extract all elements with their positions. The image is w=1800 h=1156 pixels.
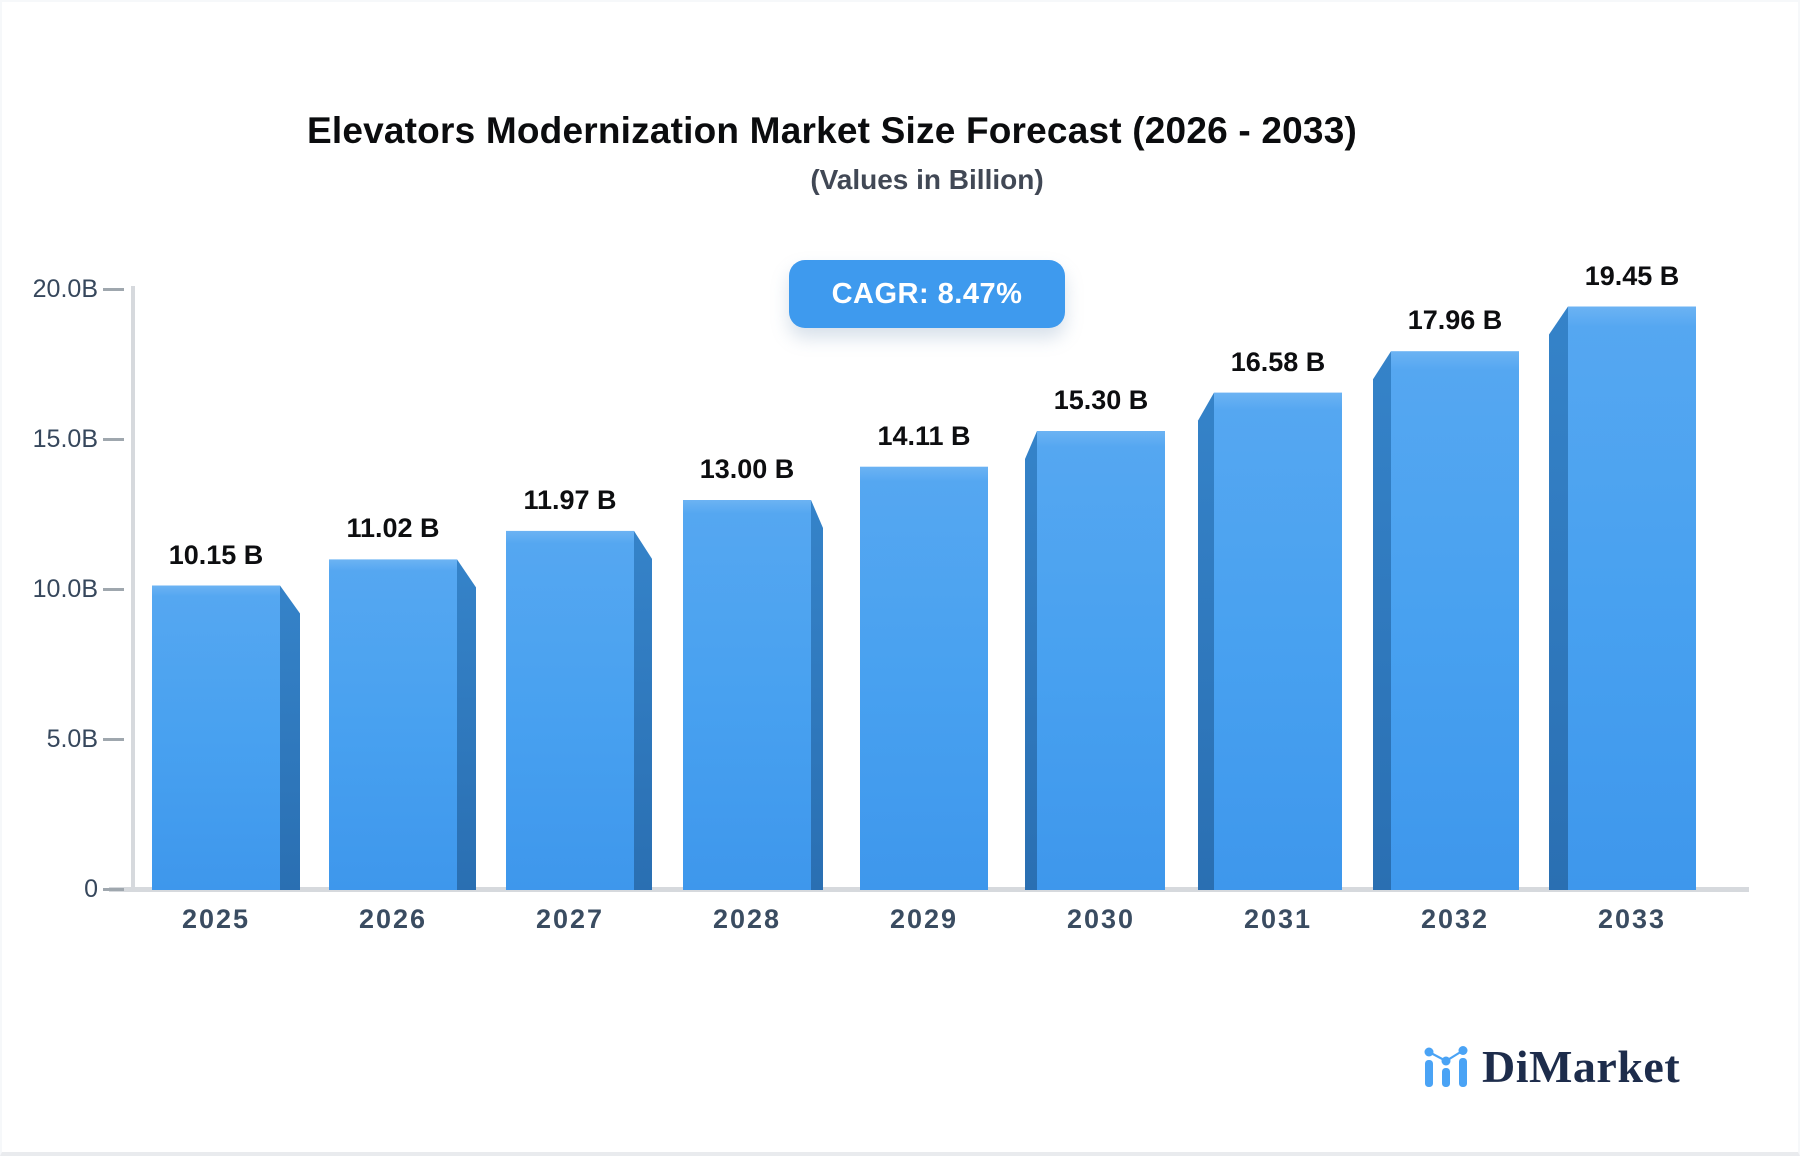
bar-value-label: 10.15 B [168, 539, 264, 570]
bar-side-face [280, 585, 300, 890]
bar-2026 [329, 559, 476, 890]
bar-front-face [329, 559, 457, 890]
y-tick-dash [103, 888, 124, 891]
bar-value-label: 11.02 B [346, 513, 440, 544]
bar-side-face [457, 559, 476, 890]
bar-value-label: 13.00 B [699, 454, 795, 484]
y-tick-label: 20.0B [32, 275, 98, 303]
bar-side-face [1549, 306, 1568, 890]
bar-front-face [1391, 351, 1519, 890]
x-category-label: 2031 [1243, 904, 1313, 934]
x-category-label: 2028 [712, 904, 782, 934]
bar-value-label: 14.11 B [877, 420, 971, 451]
bar-front-face [683, 500, 811, 890]
brand-logo: DiMarket [1422, 1042, 1680, 1090]
bar-value-label: 19.45 B [1584, 260, 1680, 291]
bar-2027 [506, 530, 652, 890]
y-tick-label: 0 [84, 875, 98, 903]
x-category-label: 2032 [1420, 904, 1490, 934]
bar-side-face [811, 500, 823, 890]
bar-front-face [1037, 431, 1165, 890]
cagr-badge: CAGR: 8.47% [789, 260, 1065, 328]
bar-2025 [152, 585, 300, 890]
chart-title: Elevators Modernization Market Size Fore… [306, 110, 1358, 151]
bar-side-face [634, 530, 652, 890]
y-tick-label: 10.0B [32, 575, 98, 603]
x-category-label: 2026 [358, 904, 428, 934]
y-tick-label: 5.0B [46, 725, 98, 753]
bar-side-face [1198, 392, 1214, 890]
bar-value-label: 15.30 B [1053, 385, 1149, 415]
bar-2028 [683, 500, 823, 890]
bar-value-label: 16.58 B [1230, 346, 1326, 377]
chart-subtitle: (Values in Billion) [810, 164, 1044, 195]
x-category-label: 2033 [1597, 904, 1667, 934]
brand-name: DiMarket [1482, 1041, 1681, 1092]
x-category-label: 2027 [535, 904, 605, 934]
bar-front-face [860, 466, 988, 890]
mini-bar-chart-icon [1424, 1046, 1468, 1087]
bar-side-face [1373, 351, 1391, 890]
bar-front-face [152, 585, 280, 890]
y-tick-label: 15.0B [32, 425, 98, 453]
bar-front-face [506, 530, 634, 890]
bar-value-label: 17.96 B [1407, 305, 1503, 336]
y-tick-dash [103, 738, 124, 741]
bar-2029 [860, 466, 988, 890]
y-tick-dash [103, 588, 124, 591]
y-axis-line [131, 286, 135, 890]
bar-2032 [1373, 351, 1519, 890]
bar-side-face [1025, 431, 1037, 890]
bar-value-label: 11.97 B [523, 484, 617, 515]
x-category-label: 2025 [181, 904, 251, 934]
bar-front-face [1214, 392, 1342, 890]
bar-2030 [1025, 431, 1165, 890]
y-tick-dash [103, 438, 124, 441]
y-tick-dash [103, 288, 124, 291]
x-category-label: 2029 [889, 904, 959, 934]
bar-front-face [1568, 306, 1696, 890]
bar-2031 [1198, 392, 1342, 890]
x-category-label: 2030 [1066, 904, 1136, 934]
bar-2033 [1549, 306, 1696, 890]
